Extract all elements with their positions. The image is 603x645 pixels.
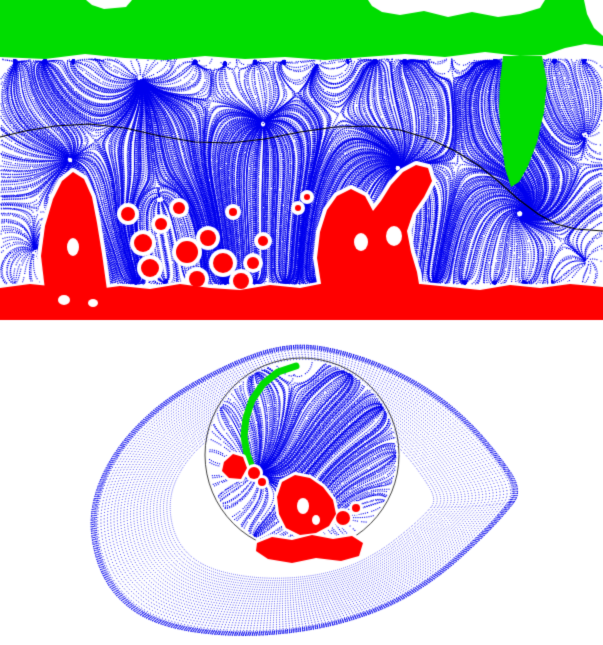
surface-panel	[0, 322, 603, 645]
map-panel	[0, 0, 603, 322]
